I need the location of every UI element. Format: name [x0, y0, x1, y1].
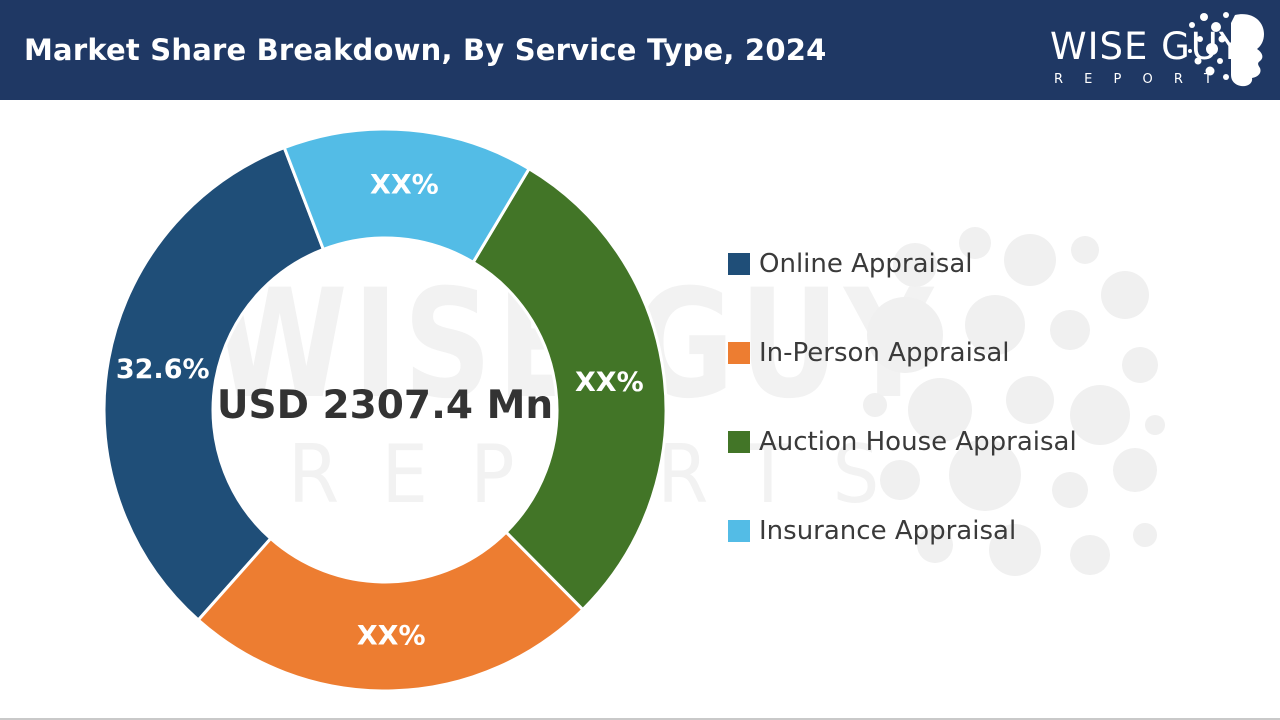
legend-label: Online Appraisal [759, 249, 973, 279]
donut-segment-insurance-appraisal [282, 127, 532, 265]
legend-label: Insurance Appraisal [759, 516, 1017, 546]
donut-segment-auction-house-appraisal [471, 166, 668, 612]
bottom-edge-line [0, 718, 1280, 720]
legend-swatch [728, 253, 750, 275]
slice-label: XX% [370, 169, 439, 200]
legend-item-auction-house-appraisal: Auction House Appraisal [728, 427, 1077, 457]
donut-segment-online-appraisal [102, 145, 326, 623]
legend-swatch [728, 520, 750, 542]
head-watermark [863, 227, 1165, 576]
page-title: Market Share Breakdown, By Service Type,… [24, 33, 827, 67]
slice-label: XX% [357, 620, 426, 651]
legend-item-online-appraisal: Online Appraisal [728, 249, 1077, 279]
chart-center-value: USD 2307.4 Mn [216, 383, 554, 428]
logo-face-profile [1231, 14, 1264, 87]
wise-guy-reports-logo: WISE GUY R E P O R T S [1050, 12, 1264, 87]
logo-dots [1188, 12, 1229, 80]
legend-item-insurance-appraisal: Insurance Appraisal [728, 516, 1077, 546]
legend-label: In-Person Appraisal [759, 338, 1010, 368]
logo-subtitle: R E P O R T S [1054, 72, 1250, 87]
donut-segment-in-person-appraisal [196, 530, 585, 693]
legend-swatch [728, 431, 750, 453]
legend-label: Auction House Appraisal [759, 427, 1077, 457]
legend-swatch [728, 342, 750, 364]
slice-label: XX% [575, 367, 644, 398]
header-bar: Market Share Breakdown, By Service Type,… [0, 0, 1280, 100]
chart-legend: Online Appraisal In-Person Appraisal Auc… [728, 249, 1077, 546]
slice-label: 32.6% [116, 354, 210, 385]
legend-item-in-person-appraisal: In-Person Appraisal [728, 338, 1077, 368]
donut-chart: 32.6% XX% XX% XX% [102, 127, 668, 693]
